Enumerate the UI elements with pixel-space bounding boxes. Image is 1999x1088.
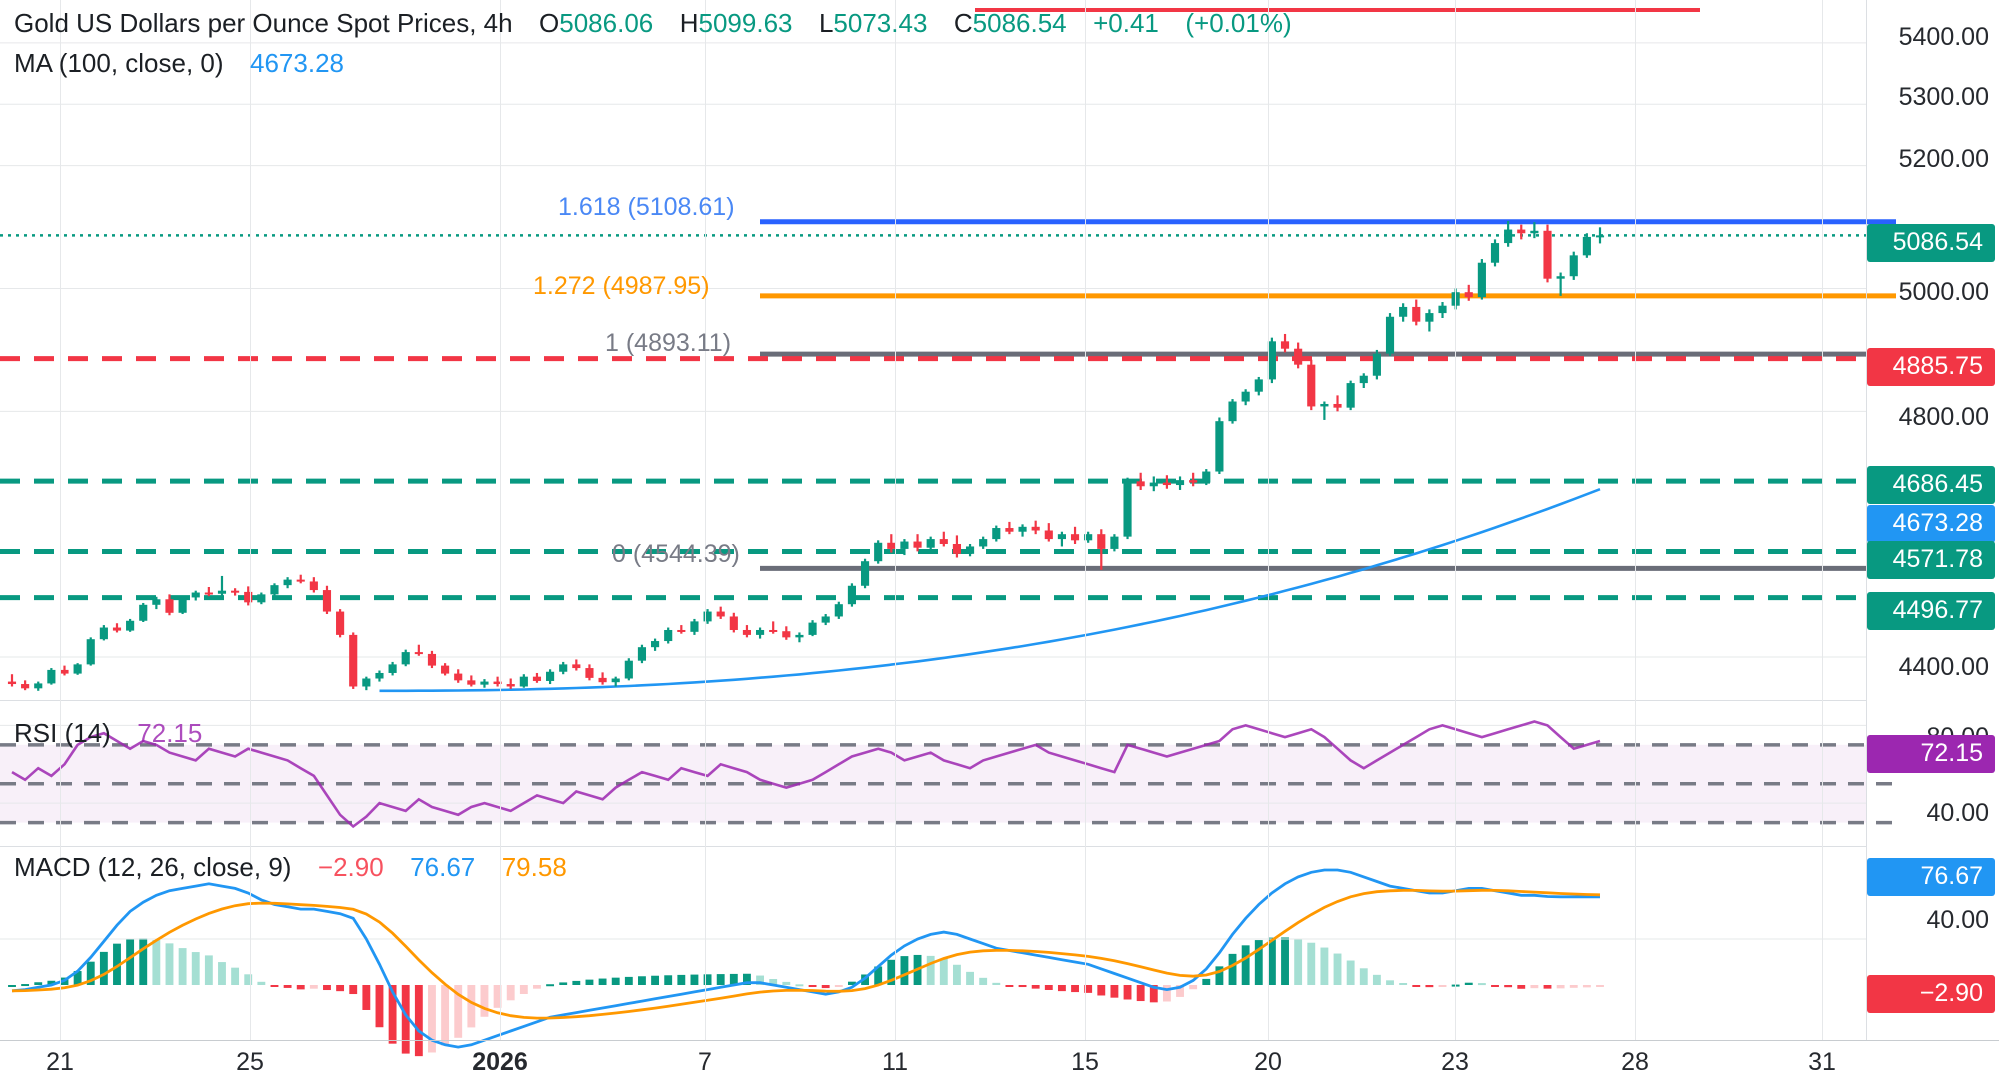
time-label-20: 20 — [1254, 1048, 1282, 1076]
candlestick-series — [7, 220, 1605, 691]
price-tick-5300: 5300.00 — [1898, 83, 1989, 111]
macd-lines — [0, 868, 1866, 1049]
ohlc-open-label: O — [539, 8, 560, 38]
price-badge-ma: 4673.28 — [1867, 505, 1995, 543]
time-gridline — [1085, 0, 1086, 1040]
price-tick-5400: 5400.00 — [1898, 23, 1989, 51]
horizontal-gridlines — [0, 42, 1866, 658]
price-tick-4400: 4400.00 — [1898, 653, 1989, 681]
macd-histogram — [8, 937, 1604, 1057]
time-label-2026: 2026 — [472, 1048, 528, 1076]
price-scale-border — [1866, 0, 1867, 1040]
ohlc-close-label: C — [953, 8, 973, 38]
price-badge-support-3: 4496.77 — [1867, 592, 1995, 630]
macd-histogram-value: −2.90 — [317, 852, 384, 882]
time-gridline — [1455, 0, 1456, 1040]
ohlc-open-value: 5086.06 — [559, 8, 654, 38]
ohlc-low-value: 5073.43 — [833, 8, 928, 38]
chart-legend-main[interactable]: Gold US Dollars per Ounce Spot Prices, 4… — [14, 8, 1292, 39]
time-gridline — [1635, 0, 1636, 1040]
time-label-31: 31 — [1808, 1048, 1836, 1076]
price-tick-5200: 5200.00 — [1898, 145, 1989, 173]
ma-line — [379, 487, 1601, 693]
time-gridline — [1822, 0, 1823, 1040]
time-label-15: 15 — [1071, 1048, 1099, 1076]
fib-level-1-label: 1 (4893.11) — [605, 329, 732, 357]
rsi-label: RSI (14) — [14, 718, 111, 748]
time-gridline — [500, 0, 501, 1040]
time-gridline — [60, 0, 61, 1040]
macd-line-value: 76.67 — [410, 852, 476, 882]
macd-badge-histogram: −2.90 — [1867, 975, 1995, 1013]
time-gridline — [250, 0, 251, 1040]
time-gridline — [895, 0, 896, 1040]
time-label-25: 25 — [236, 1048, 264, 1076]
macd-label: MACD (12, 26, close, 9) — [14, 852, 292, 882]
time-label-7: 7 — [698, 1048, 712, 1076]
price-badge-support-2: 4571.78 — [1867, 541, 1995, 579]
ohlc-high-value: 5099.63 — [698, 8, 793, 38]
ohlc-low-label: L — [818, 8, 834, 38]
chart-legend-macd[interactable]: MACD (12, 26, close, 9) −2.90 76.67 79.5… — [14, 852, 567, 883]
time-label-28: 28 — [1621, 1048, 1649, 1076]
symbol-title: Gold US Dollars per Ounce Spot Prices, 4… — [14, 8, 513, 38]
chart-legend-rsi[interactable]: RSI (14) 72.15 — [14, 718, 202, 749]
ohlc-high-label: H — [679, 8, 699, 38]
chart-legend-ma[interactable]: MA (100, close, 0) 4673.28 — [14, 48, 344, 79]
price-change: +0.41 — [1093, 8, 1159, 38]
rsi-tick-40: 40.00 — [1926, 799, 1989, 827]
price-badge-last: 5086.54 — [1867, 224, 1995, 262]
fib-level-1272-label: 1.272 (4987.95) — [533, 272, 710, 300]
rsi-line — [11, 720, 1601, 829]
fib-level-1618-label: 1.618 (5108.61) — [558, 193, 735, 221]
macd-badge-line: 76.67 — [1867, 858, 1995, 896]
horizontal-level-lines — [0, 8, 1896, 601]
pane-separator-rsi — [0, 700, 1866, 701]
rsi-value: 72.15 — [137, 718, 203, 748]
ma-label: MA (100, close, 0) — [14, 48, 224, 78]
time-label-23: 23 — [1441, 1048, 1469, 1076]
ma-value: 4673.28 — [250, 48, 344, 78]
time-gridline — [1268, 0, 1269, 1040]
pane-separator-macd — [0, 846, 1866, 847]
time-scale-border — [0, 1040, 1999, 1041]
price-change-percent: (+0.01%) — [1185, 8, 1292, 38]
macd-tick-40: 40.00 — [1926, 906, 1989, 934]
price-tick-4800: 4800.00 — [1898, 403, 1989, 431]
ohlc-close-value: 5086.54 — [972, 8, 1067, 38]
price-tick-5000: 5000.00 — [1898, 278, 1989, 306]
fib-level-0-label: 0 (4544.39) — [612, 540, 740, 568]
rsi-band — [0, 724, 1896, 825]
price-badge-support-1: 4686.45 — [1867, 466, 1995, 504]
price-badge-resistance: 4885.75 — [1867, 348, 1995, 386]
rsi-badge-value: 72.15 — [1867, 735, 1995, 773]
time-label-11: 11 — [882, 1048, 908, 1076]
time-label-21: 21 — [46, 1048, 74, 1076]
time-gridline — [705, 0, 706, 1040]
macd-signal-value: 79.58 — [501, 852, 567, 882]
